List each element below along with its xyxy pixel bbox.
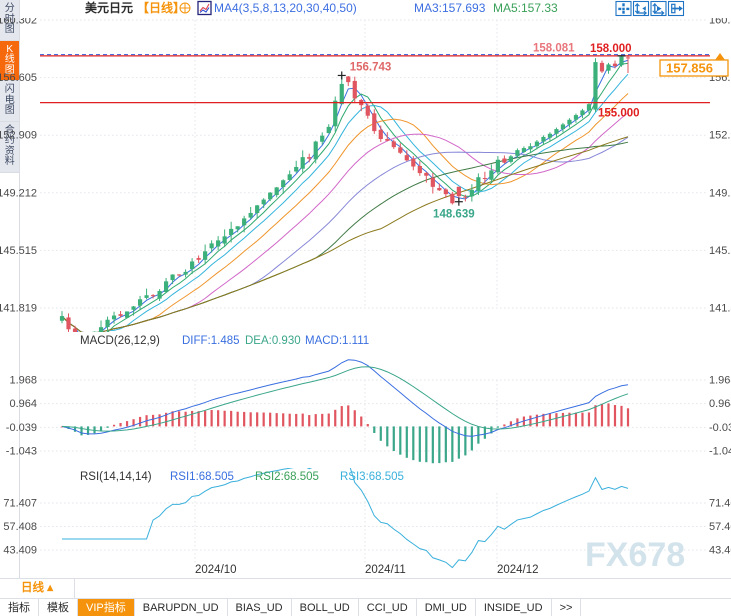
svg-text:71.407: 71.407 <box>709 498 731 510</box>
svg-text:-0.039: -0.039 <box>709 422 731 434</box>
svg-text:FX678: FX678 <box>585 536 685 574</box>
svg-text:MA5:157.33: MA5:157.33 <box>493 1 558 15</box>
svg-text:43.409: 43.409 <box>3 545 37 557</box>
svg-text:MACD:1.111: MACD:1.111 <box>305 335 369 347</box>
svg-text:156.743: 156.743 <box>350 61 392 73</box>
svg-text:148.639: 148.639 <box>433 209 475 221</box>
svg-text:152.909: 152.909 <box>709 130 731 142</box>
svg-text:156.605: 156.605 <box>0 72 37 84</box>
svg-text:DEA:0.930: DEA:0.930 <box>245 335 301 347</box>
svg-text:160.302: 160.302 <box>0 18 37 27</box>
svg-text:43.409: 43.409 <box>709 545 731 557</box>
svg-text:2024/10: 2024/10 <box>195 564 237 576</box>
svg-text:MA4(3,5,8,13,20,30,40,50): MA4(3,5,8,13,20,30,40,50) <box>214 1 357 15</box>
svg-text:71.407: 71.407 <box>3 498 37 510</box>
svg-text:155.000: 155.000 <box>598 108 640 120</box>
svg-text:160.302: 160.302 <box>709 18 731 27</box>
svg-text:157.856: 157.856 <box>666 61 713 76</box>
svg-text:RSI2:68.505: RSI2:68.505 <box>255 471 319 483</box>
svg-text:2024/12: 2024/12 <box>497 564 539 576</box>
svg-text:美元日元: 美元日元 <box>85 0 133 15</box>
svg-text:158.000: 158.000 <box>590 43 632 55</box>
svg-text:-1.043: -1.043 <box>6 446 37 458</box>
svg-text:141.819: 141.819 <box>709 303 731 315</box>
svg-text:RSI1:68.505: RSI1:68.505 <box>170 471 234 483</box>
svg-text:0.964: 0.964 <box>709 398 731 410</box>
svg-text:RSI(14,14,14): RSI(14,14,14) <box>80 471 152 483</box>
svg-text:1.968: 1.968 <box>9 375 37 387</box>
svg-text:158.081: 158.081 <box>533 43 575 55</box>
svg-text:57.408: 57.408 <box>3 521 37 533</box>
svg-text:152.909: 152.909 <box>0 130 37 142</box>
svg-text:MACD(26,12,9): MACD(26,12,9) <box>80 335 160 347</box>
svg-text:2024/11: 2024/11 <box>365 564 406 576</box>
svg-text:RSI3:68.505: RSI3:68.505 <box>340 471 404 483</box>
svg-text:-1.043: -1.043 <box>709 446 731 458</box>
svg-text:1.968: 1.968 <box>709 375 731 387</box>
svg-text:145.515: 145.515 <box>0 245 37 257</box>
svg-text:57.408: 57.408 <box>709 521 731 533</box>
svg-text:【日线】: 【日线】 <box>137 0 185 15</box>
svg-text:149.212: 149.212 <box>709 187 731 199</box>
svg-text:DIFF:1.485: DIFF:1.485 <box>182 335 240 347</box>
svg-text:MA3:157.693: MA3:157.693 <box>414 1 486 15</box>
svg-text:149.212: 149.212 <box>0 187 37 199</box>
svg-text:141.819: 141.819 <box>0 303 37 315</box>
svg-text:-0.039: -0.039 <box>6 422 37 434</box>
svg-text:145.515: 145.515 <box>709 245 731 257</box>
svg-text:0.964: 0.964 <box>9 398 37 410</box>
